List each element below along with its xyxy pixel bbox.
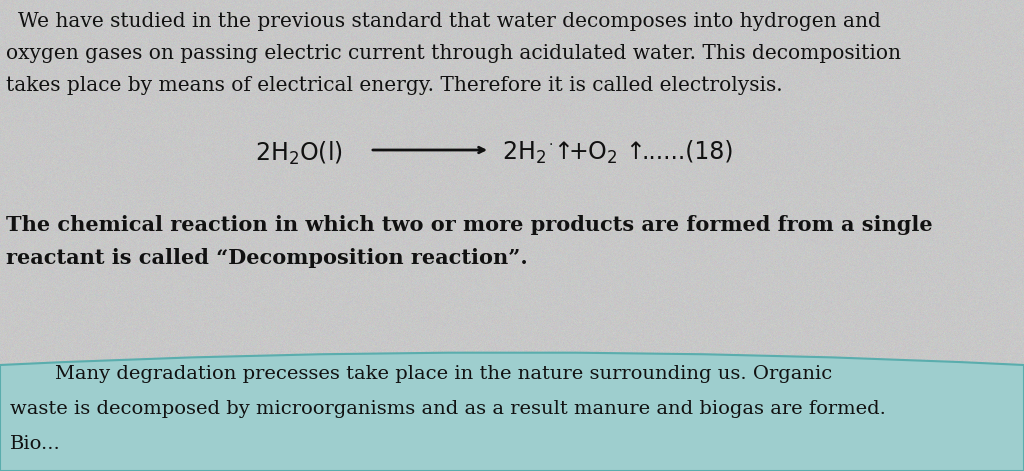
Text: ↑: ↑ — [553, 140, 572, 164]
Text: Bio...: Bio... — [10, 435, 60, 453]
Text: $\mathdefault{2H_2}$: $\mathdefault{2H_2}$ — [502, 140, 546, 166]
Text: takes place by means of electrical energy. Therefore it is called electrolysis.: takes place by means of electrical energ… — [6, 76, 782, 95]
Text: We have studied in the previous standard that water decomposes into hydrogen and: We have studied in the previous standard… — [18, 12, 881, 31]
PathPatch shape — [0, 352, 1024, 471]
Text: The chemical reaction in which two or more products are formed from a single: The chemical reaction in which two or mo… — [6, 215, 933, 235]
Text: ·: · — [548, 138, 552, 152]
Text: $\mathdefault{+ O_2}$: $\mathdefault{+ O_2}$ — [568, 140, 617, 166]
Text: oxygen gases on passing electric current through acidulated water. This decompos: oxygen gases on passing electric current… — [6, 44, 901, 63]
Text: ......(18): ......(18) — [642, 140, 734, 164]
Text: reactant is called “Decomposition reaction”.: reactant is called “Decomposition reacti… — [6, 248, 527, 268]
Text: $\mathdefault{2H_2O(l)}$: $\mathdefault{2H_2O(l)}$ — [255, 140, 343, 167]
Text: ↑: ↑ — [625, 140, 645, 164]
Text: Many degradation precesses take place in the nature surrounding us. Organic: Many degradation precesses take place in… — [30, 365, 833, 383]
Text: waste is decomposed by microorganisms and as a result manure and biogas are form: waste is decomposed by microorganisms an… — [10, 400, 886, 418]
